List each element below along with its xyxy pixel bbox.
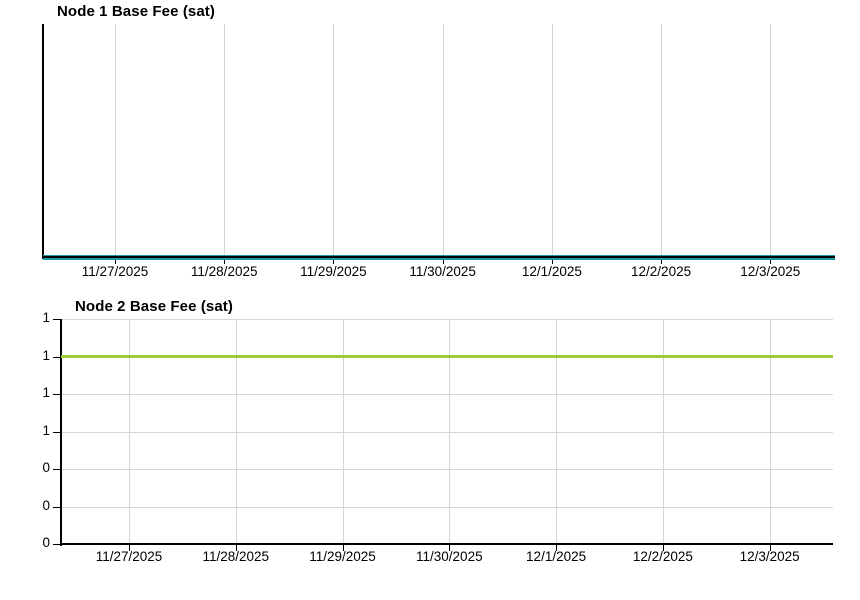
- x-axis-tick: [769, 545, 771, 551]
- y-axis-line: [60, 319, 62, 546]
- horizontal-gridline: [61, 319, 833, 320]
- x-tick-label: 11/29/2025: [309, 549, 376, 564]
- y-axis-line: [42, 24, 44, 259]
- vertical-gridline: [224, 24, 226, 257]
- x-tick-label: 11/27/2025: [81, 264, 149, 279]
- y-axis-tick: [53, 506, 61, 508]
- x-tick-label: 12/2/2025: [632, 549, 693, 564]
- x-tick-label: 11/30/2025: [416, 549, 483, 564]
- y-tick-label: 0: [42, 460, 50, 475]
- y-tick-label: 0: [42, 497, 50, 513]
- x-axis-tick: [333, 258, 335, 264]
- x-axis-tick: [442, 258, 444, 264]
- horizontal-gridline: [61, 394, 833, 395]
- x-axis-tick: [235, 545, 237, 551]
- vertical-gridline: [770, 24, 772, 257]
- y-axis-tick: [53, 431, 61, 433]
- x-tick-label: 11/30/2025: [409, 264, 476, 279]
- x-tick-label: 11/28/2025: [202, 549, 270, 564]
- chart-title: Node 2 Base Fee (sat): [75, 298, 233, 315]
- x-axis-tick: [662, 545, 664, 551]
- x-axis-line: [42, 256, 835, 258]
- y-tick-label: 0: [42, 535, 50, 550]
- series-line-node2: [61, 355, 833, 358]
- x-axis-tick: [114, 258, 116, 264]
- x-tick-label: 11/27/2025: [95, 549, 163, 564]
- x-axis-line: [60, 543, 833, 545]
- vertical-gridline: [551, 24, 553, 257]
- x-axis-tick: [342, 545, 344, 551]
- y-tick-label: 1: [42, 310, 50, 325]
- vertical-gridline: [114, 24, 116, 257]
- x-tick-label: 12/1/2025: [526, 549, 587, 564]
- y-tick-label: 1: [42, 385, 50, 400]
- horizontal-gridline: [61, 431, 833, 433]
- x-tick-label: 12/3/2025: [739, 549, 800, 564]
- vertical-gridline: [333, 24, 335, 257]
- y-tick-label: 1: [42, 347, 50, 363]
- x-tick-label: 11/29/2025: [300, 264, 367, 279]
- x-tick-label: 12/2/2025: [631, 264, 692, 279]
- x-axis-tick: [556, 545, 558, 551]
- x-tick-label: 12/1/2025: [521, 264, 582, 279]
- x-axis-tick: [770, 258, 772, 264]
- x-tick-label: 12/3/2025: [740, 264, 801, 279]
- vertical-gridline: [442, 24, 444, 257]
- y-axis-tick: [53, 319, 61, 320]
- horizontal-gridline: [61, 506, 833, 508]
- x-axis-tick: [661, 258, 663, 264]
- x-tick-label: 11/28/2025: [190, 264, 258, 279]
- x-axis-tick: [224, 258, 226, 264]
- y-axis-tick: [53, 469, 61, 470]
- y-axis-tick: [53, 544, 61, 545]
- chart-title: Node 1 Base Fee (sat): [57, 3, 215, 20]
- y-axis-tick: [53, 356, 61, 358]
- horizontal-gridline: [61, 469, 833, 470]
- vertical-gridline: [661, 24, 663, 257]
- x-axis-tick: [449, 545, 451, 551]
- y-axis-tick: [53, 394, 61, 395]
- x-axis-tick: [129, 545, 130, 551]
- y-tick-label: 1: [42, 422, 50, 438]
- x-axis-tick: [551, 258, 553, 264]
